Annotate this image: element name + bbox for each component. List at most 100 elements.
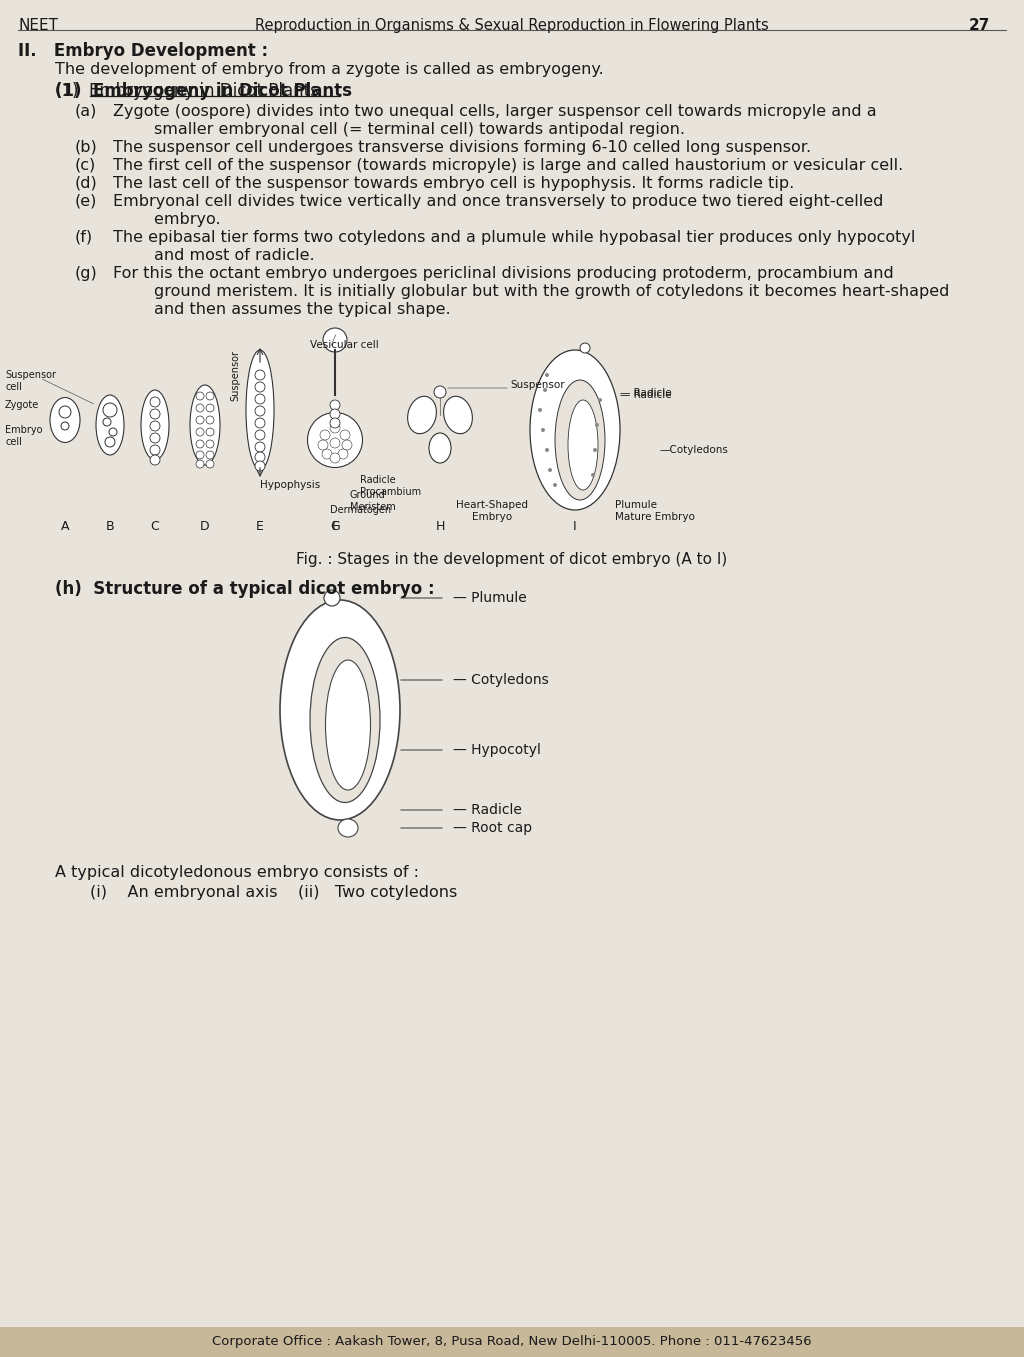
Circle shape [59, 406, 71, 418]
Ellipse shape [246, 350, 274, 470]
Text: E: E [256, 520, 264, 533]
Text: C: C [151, 520, 160, 533]
Text: Embryonal cell divides twice vertically and once transversely to produce two tie: Embryonal cell divides twice vertically … [113, 194, 884, 209]
Circle shape [255, 442, 265, 452]
Circle shape [255, 394, 265, 404]
Text: — Cotyledons: — Cotyledons [453, 673, 549, 687]
Text: — Radicle: — Radicle [620, 388, 672, 398]
Circle shape [330, 423, 340, 433]
Ellipse shape [443, 396, 472, 434]
Text: I: I [573, 520, 577, 533]
Circle shape [150, 433, 160, 442]
Text: (1)  Embryogeny in Dicot Plants: (1) Embryogeny in Dicot Plants [55, 81, 352, 100]
Circle shape [255, 418, 265, 427]
Text: Corporate Office : Aakash Tower, 8, Pusa Road, New Delhi-110005. Phone : 011-476: Corporate Office : Aakash Tower, 8, Pusa… [212, 1335, 812, 1349]
Circle shape [545, 448, 549, 452]
Text: — Root cap: — Root cap [453, 821, 532, 835]
Circle shape [206, 392, 214, 400]
Text: D: D [200, 520, 210, 533]
Circle shape [206, 440, 214, 448]
Circle shape [206, 451, 214, 459]
Circle shape [150, 398, 160, 407]
Circle shape [541, 427, 545, 432]
Circle shape [318, 440, 328, 451]
Text: — Radicle: — Radicle [453, 803, 522, 817]
Text: NEET: NEET [18, 18, 58, 33]
Circle shape [105, 437, 115, 446]
Text: Vesicular cell: Vesicular cell [310, 341, 379, 350]
Circle shape [196, 404, 204, 413]
Text: Embryo
cell: Embryo cell [5, 425, 43, 446]
Circle shape [150, 455, 160, 465]
Text: Suspensor: Suspensor [510, 380, 564, 389]
Text: and then assumes the typical shape.: and then assumes the typical shape. [113, 303, 451, 318]
Circle shape [553, 483, 557, 487]
Text: The epibasal tier forms two cotyledons and a plumule while hypobasal tier produc: The epibasal tier forms two cotyledons a… [113, 229, 915, 246]
Ellipse shape [310, 638, 380, 802]
Ellipse shape [190, 385, 220, 465]
Circle shape [330, 418, 340, 427]
Circle shape [595, 423, 599, 427]
Circle shape [330, 400, 340, 410]
Text: — Radicle: — Radicle [620, 389, 672, 400]
Text: (g): (g) [75, 266, 97, 281]
Circle shape [255, 461, 265, 471]
Circle shape [196, 392, 204, 400]
Text: The development of embryo from a zygote is called as embryogeny.: The development of embryo from a zygote … [55, 62, 604, 77]
Text: The last cell of the suspensor towards embryo cell is hypophysis. It forms radic: The last cell of the suspensor towards e… [113, 176, 795, 191]
Circle shape [543, 388, 547, 392]
Ellipse shape [280, 600, 400, 820]
Circle shape [206, 417, 214, 423]
Circle shape [323, 328, 347, 351]
Circle shape [342, 440, 352, 451]
Circle shape [206, 427, 214, 436]
Text: Heart-Shaped
Embryo: Heart-Shaped Embryo [456, 499, 528, 521]
Circle shape [338, 449, 348, 459]
Text: Hypophysis: Hypophysis [260, 480, 321, 490]
Circle shape [324, 590, 340, 607]
Text: B: B [105, 520, 115, 533]
FancyBboxPatch shape [30, 341, 990, 540]
Circle shape [434, 385, 446, 398]
Text: — Plumule: — Plumule [453, 592, 526, 605]
Text: (e): (e) [75, 194, 97, 209]
Circle shape [61, 422, 69, 430]
Circle shape [255, 406, 265, 417]
Text: Ground
Meristem: Ground Meristem [350, 490, 395, 512]
Circle shape [322, 449, 332, 459]
Text: A typical dicotyledonous embryo consists of :: A typical dicotyledonous embryo consists… [55, 864, 419, 879]
Circle shape [319, 430, 330, 440]
Circle shape [580, 343, 590, 353]
Text: The suspensor cell undergoes transverse divisions forming 6-10 celled long suspe: The suspensor cell undergoes transverse … [113, 140, 811, 155]
Circle shape [598, 398, 602, 402]
Circle shape [330, 438, 340, 448]
Circle shape [150, 421, 160, 432]
Ellipse shape [96, 395, 124, 455]
Text: ground meristem. It is initially globular but with the growth of cotyledons it b: ground meristem. It is initially globula… [113, 284, 949, 299]
Text: Fig. : Stages in the development of dicot embryo (A to I): Fig. : Stages in the development of dico… [296, 552, 728, 567]
Circle shape [545, 373, 549, 377]
Text: (1)  Embryogeny in Dicot Plants: (1) Embryogeny in Dicot Plants [55, 81, 318, 100]
Text: Reproduction in Organisms & Sexual Reproduction in Flowering Plants: Reproduction in Organisms & Sexual Repro… [255, 18, 769, 33]
Circle shape [196, 427, 204, 436]
Text: — Hypocotyl: — Hypocotyl [453, 744, 541, 757]
Text: A: A [60, 520, 70, 533]
Circle shape [538, 408, 542, 413]
Text: F: F [332, 520, 339, 533]
Circle shape [330, 453, 340, 463]
Text: and most of radicle.: and most of radicle. [113, 248, 314, 263]
Ellipse shape [307, 413, 362, 468]
Circle shape [196, 460, 204, 468]
Circle shape [591, 474, 595, 478]
Text: —Cotyledons: —Cotyledons [660, 445, 729, 455]
Text: (b): (b) [75, 140, 97, 155]
Ellipse shape [408, 396, 436, 434]
Ellipse shape [338, 820, 358, 837]
Circle shape [330, 408, 340, 419]
Circle shape [255, 383, 265, 392]
Ellipse shape [141, 389, 169, 460]
Circle shape [548, 468, 552, 472]
Circle shape [206, 460, 214, 468]
Text: Zygote (oospore) divides into two unequal cells, larger suspensor cell towards m: Zygote (oospore) divides into two unequa… [113, 104, 877, 119]
Circle shape [206, 404, 214, 413]
